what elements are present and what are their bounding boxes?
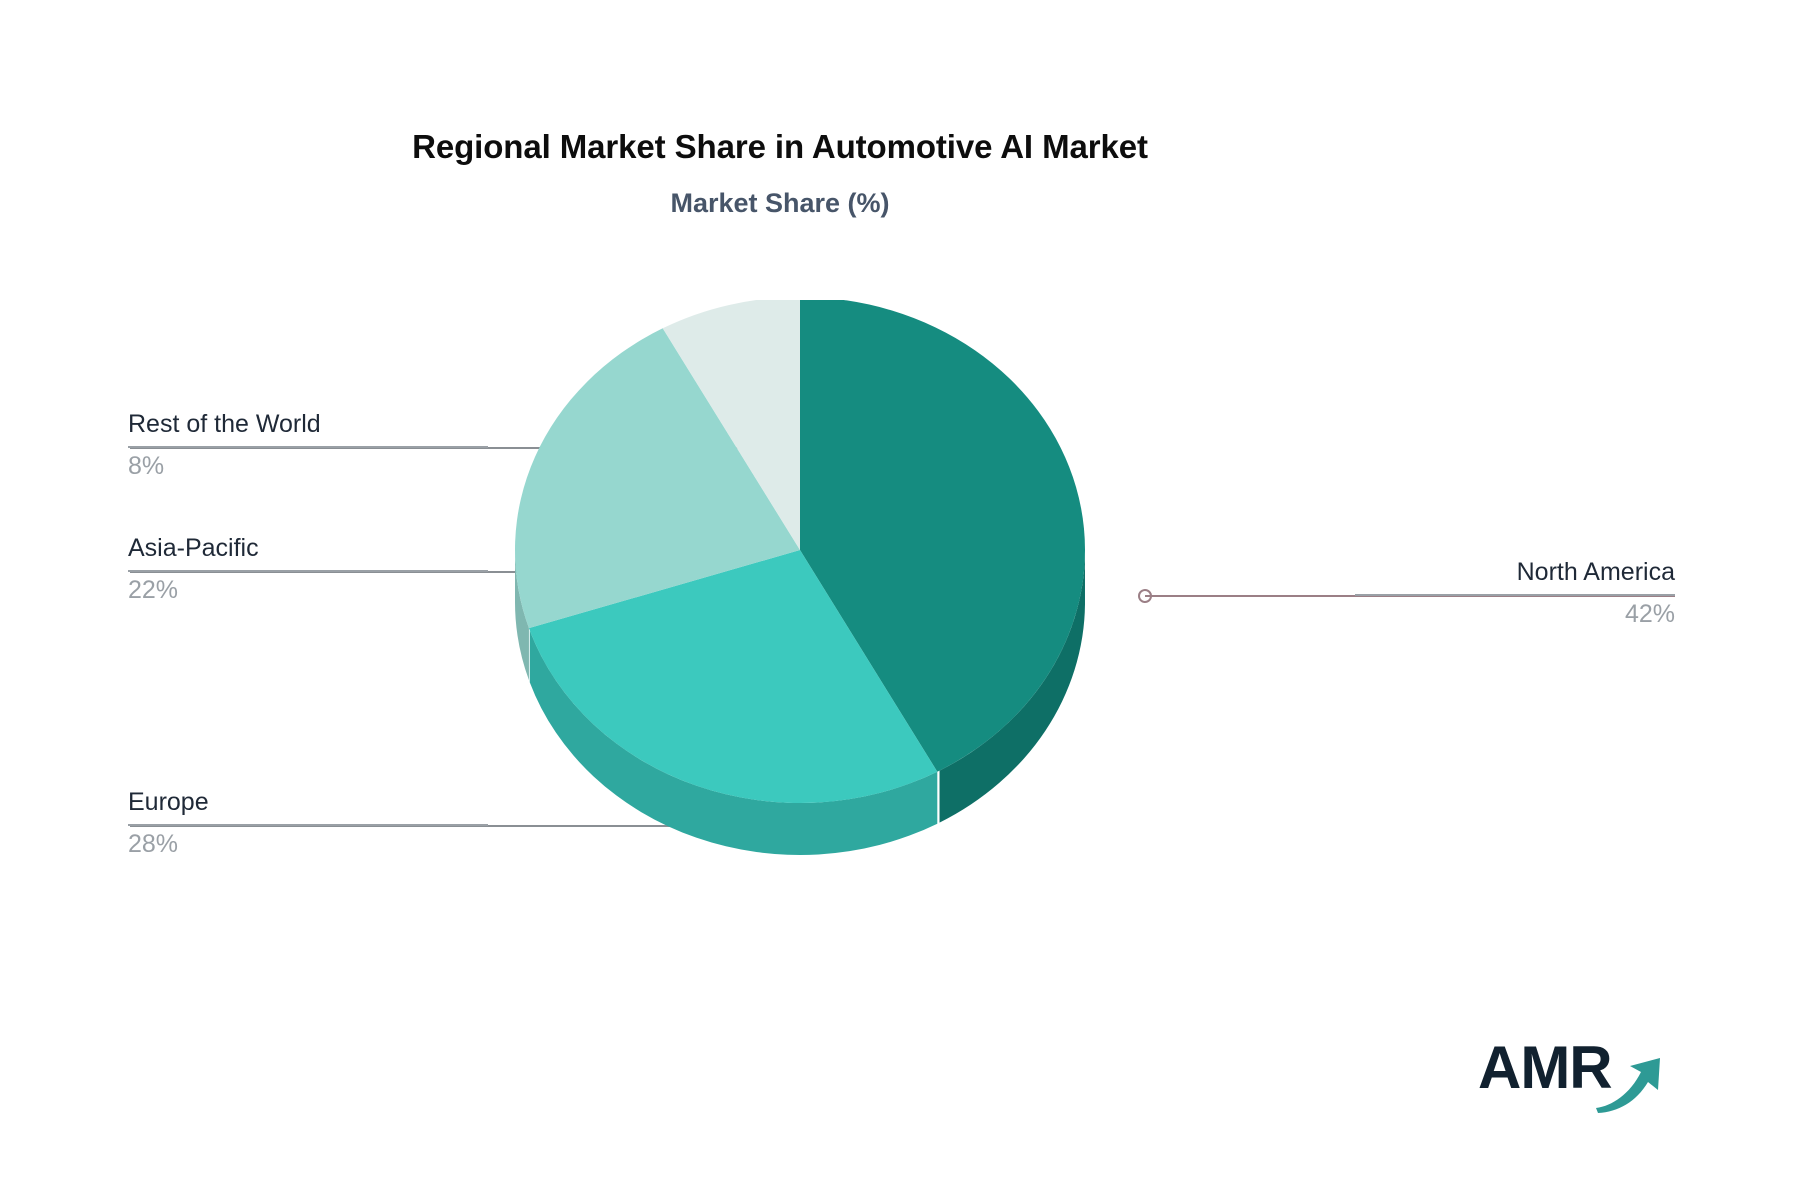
callout-asia-pacific: Asia-Pacific 22%: [128, 534, 488, 605]
callout-rule: [128, 569, 488, 572]
callout-value: 8%: [128, 451, 165, 480]
growth-arrow-icon: [1596, 1058, 1660, 1113]
pie-slice-side: [939, 552, 1085, 823]
chart-subtitle: Market Share (%): [670, 188, 890, 218]
callout-north-america: North America 42%: [1355, 558, 1675, 629]
callout-value: 28%: [128, 829, 179, 858]
callout-rule: [128, 445, 488, 448]
callout-rule: [128, 823, 488, 826]
pie-slice-top[interactable]: [528, 550, 938, 803]
callout-label: North America: [1516, 558, 1675, 586]
callout-rest-of-the-world: Rest of the World 8%: [128, 410, 488, 481]
callout-europe: Europe 28%: [128, 788, 488, 859]
pie-slice-side: [529, 630, 938, 855]
pie-slice-side: [515, 548, 529, 681]
callout-rule: [1355, 593, 1675, 596]
pie-slice-top[interactable]: [515, 328, 800, 629]
pie-slice-top[interactable]: [662, 300, 800, 550]
pie-chart: [480, 300, 1120, 860]
callout-value: 42%: [1624, 599, 1675, 628]
callout-label: Asia-Pacific: [128, 534, 259, 562]
amr-logo: AMR: [1478, 1034, 1660, 1113]
pie-slice-top[interactable]: [800, 300, 1085, 772]
callout-label: Europe: [128, 788, 209, 816]
logo-wordmark: AMR: [1478, 1034, 1612, 1101]
callout-label: Rest of the World: [128, 410, 321, 438]
callout-value: 22%: [128, 575, 179, 604]
page-title: Regional Market Share in Automotive AI M…: [412, 128, 1148, 165]
